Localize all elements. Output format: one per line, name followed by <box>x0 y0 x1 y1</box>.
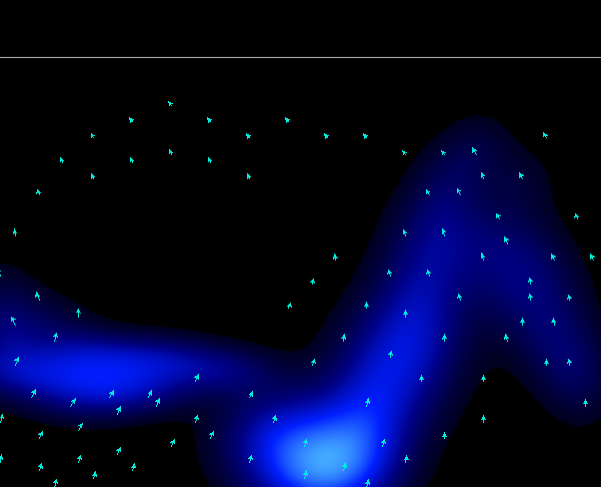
Text: Secondary Swell energy on Sunday 01 Dec at 2pm AEDT: Secondary Swell energy on Sunday 01 Dec … <box>34 9 567 28</box>
Text: Arrows show the wind wave direction: Arrows show the wind wave direction <box>171 38 430 52</box>
